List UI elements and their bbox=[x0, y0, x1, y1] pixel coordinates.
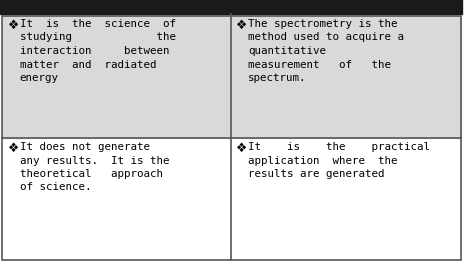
Text: studying             the: studying the bbox=[19, 32, 175, 43]
Text: matter  and  radiated: matter and radiated bbox=[19, 60, 156, 69]
Text: method used to acquire a: method used to acquire a bbox=[248, 32, 404, 43]
Bar bbox=[2, 140, 461, 260]
Text: energy: energy bbox=[19, 73, 58, 83]
Text: It  is  the  science  of: It is the science of bbox=[19, 19, 175, 29]
Text: ❖: ❖ bbox=[236, 142, 247, 155]
Text: ❖: ❖ bbox=[8, 19, 19, 32]
Text: ❖: ❖ bbox=[8, 142, 19, 155]
Text: results are generated: results are generated bbox=[248, 169, 384, 179]
Text: spectrum.: spectrum. bbox=[248, 73, 306, 83]
Text: It does not generate: It does not generate bbox=[19, 142, 149, 152]
Bar bbox=[0, 0, 463, 14]
Text: theoretical   approach: theoretical approach bbox=[19, 169, 163, 179]
Text: ❖: ❖ bbox=[236, 19, 247, 32]
Text: any results.  It is the: any results. It is the bbox=[19, 156, 169, 165]
Text: of science.: of science. bbox=[19, 182, 91, 193]
Text: It    is    the    practical: It is the practical bbox=[248, 142, 430, 152]
Text: interaction     between: interaction between bbox=[19, 46, 169, 56]
Text: measurement   of   the: measurement of the bbox=[248, 60, 391, 69]
Bar bbox=[2, 16, 461, 138]
Text: quantitative: quantitative bbox=[248, 46, 326, 56]
Text: application  where  the: application where the bbox=[248, 156, 397, 165]
Text: The spectrometry is the: The spectrometry is the bbox=[248, 19, 397, 29]
